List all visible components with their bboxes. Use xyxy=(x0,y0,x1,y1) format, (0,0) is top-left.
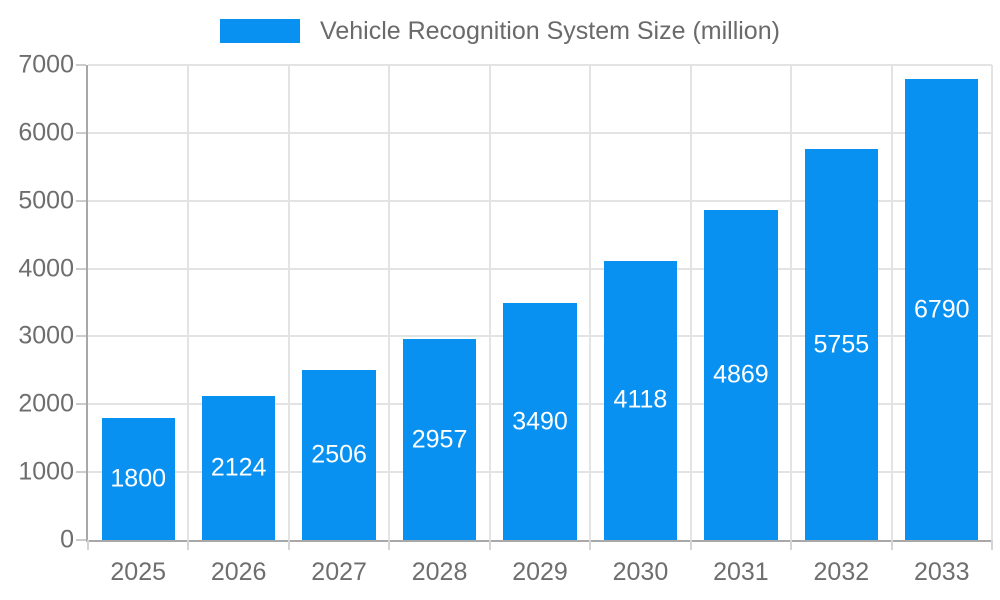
x-tick-label: 2028 xyxy=(411,558,468,586)
x-tick-label: 2032 xyxy=(813,558,870,586)
x-tick-label: 2031 xyxy=(713,558,769,586)
v-gridline xyxy=(488,65,491,540)
h-gridline xyxy=(88,199,992,202)
bar-2032[interactable] xyxy=(804,149,878,540)
bar-2025[interactable] xyxy=(101,417,175,540)
y-axis-tick xyxy=(76,199,86,202)
y-tick-label: 0 xyxy=(60,525,74,554)
h-gridline xyxy=(88,64,992,66)
y-tick-label: 6000 xyxy=(18,118,74,147)
legend-label: Vehicle Recognition System Size (million… xyxy=(320,16,780,45)
plot-area: 0 1000 2000 3000 4000 5000 6000 7000 1800 2025 212… xyxy=(18,52,993,585)
x-axis-tick xyxy=(287,540,290,550)
x-tick-label: 2029 xyxy=(512,558,568,586)
y-axis-tick xyxy=(76,64,86,66)
x-axis-line xyxy=(86,540,992,542)
y-axis-tick xyxy=(76,471,86,474)
x-axis-tick xyxy=(488,540,491,550)
bar-2031[interactable] xyxy=(704,209,778,540)
v-gridline xyxy=(689,65,692,540)
y-tick-label: 4000 xyxy=(18,254,74,283)
v-gridline xyxy=(388,65,391,540)
y-axis-tick xyxy=(76,539,86,541)
y-tick-label: 3000 xyxy=(18,321,74,350)
bar-2027[interactable] xyxy=(302,369,376,540)
y-tick-label: 2000 xyxy=(18,389,74,418)
x-tick-label: 2025 xyxy=(110,558,167,586)
y-axis-tick xyxy=(76,403,86,406)
y-tick-label: 5000 xyxy=(18,186,74,215)
v-gridline xyxy=(790,65,793,540)
x-tick-label: 2033 xyxy=(913,558,970,586)
x-axis-tick xyxy=(991,540,993,550)
y-tick-label: 7000 xyxy=(18,50,74,79)
y-axis-line xyxy=(86,65,88,540)
x-axis-tick xyxy=(589,540,592,550)
legend-color-swatch xyxy=(220,19,301,43)
h-gridline xyxy=(88,267,992,270)
x-axis-tick xyxy=(388,540,391,550)
bar-2030[interactable] xyxy=(603,260,678,540)
x-axis-tick xyxy=(890,540,893,550)
h-gridline xyxy=(88,131,992,134)
chart-legend[interactable]: Vehicle Recognition System Size (million… xyxy=(0,14,1000,48)
y-axis-tick xyxy=(76,267,86,270)
x-tick-label: 2030 xyxy=(612,558,669,586)
x-tick-label: 2027 xyxy=(311,558,367,586)
x-axis-tick xyxy=(689,540,692,550)
y-tick-label: 1000 xyxy=(18,457,74,486)
v-gridline xyxy=(287,65,290,540)
v-gridline xyxy=(589,65,592,540)
bar-2028[interactable] xyxy=(402,339,477,540)
bar-2026[interactable] xyxy=(202,395,276,540)
v-gridline xyxy=(890,65,893,540)
x-tick-label: 2026 xyxy=(210,558,267,586)
y-axis-tick xyxy=(76,131,86,134)
x-axis-tick xyxy=(790,540,793,550)
bar-2033[interactable] xyxy=(905,79,979,540)
v-gridline xyxy=(991,65,993,540)
y-axis-tick xyxy=(76,335,86,338)
x-axis-tick xyxy=(187,540,190,550)
x-axis-tick xyxy=(87,540,89,550)
v-gridline xyxy=(187,65,190,540)
bar-2029[interactable] xyxy=(503,303,577,540)
